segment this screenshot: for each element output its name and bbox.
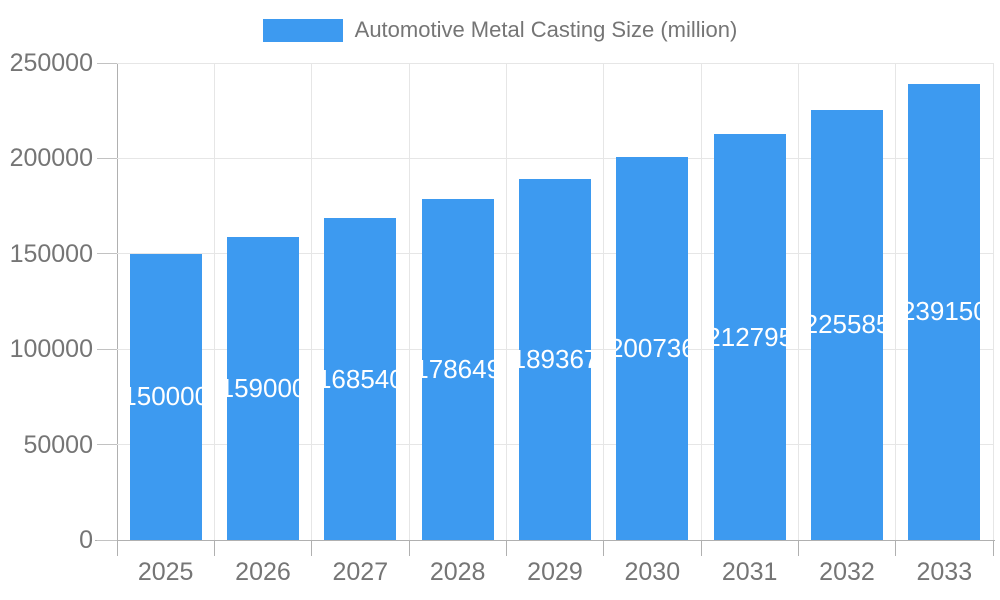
x-gridline bbox=[895, 63, 897, 540]
y-tick bbox=[97, 348, 117, 350]
x-tick bbox=[797, 540, 799, 556]
bar-value-label: 168540 bbox=[324, 363, 396, 394]
y-tick bbox=[97, 157, 117, 159]
legend[interactable]: Automotive Metal Casting Size (million) bbox=[0, 17, 1000, 43]
bar[interactable]: 178649 bbox=[421, 199, 494, 540]
x-axis-label: 2032 bbox=[819, 558, 875, 586]
x-gridline bbox=[603, 63, 605, 540]
plot-area: 0 50000 100000 150000 200000 250000 150000 2025… bbox=[10, 49, 994, 586]
y-tick bbox=[97, 444, 117, 446]
x-gridline bbox=[797, 63, 799, 540]
x-gridline bbox=[311, 63, 313, 540]
x-axis-label: 2025 bbox=[137, 558, 194, 586]
y-gridline bbox=[117, 62, 993, 64]
x-axis-line bbox=[95, 540, 995, 541]
bar-value-label: 178649 bbox=[422, 354, 494, 385]
y-gridline bbox=[117, 157, 993, 159]
x-tick bbox=[700, 540, 702, 556]
bar-value-label: 225585 bbox=[811, 309, 883, 340]
bar[interactable]: 168540 bbox=[324, 218, 397, 540]
y-axis-label: 150000 bbox=[9, 239, 93, 268]
x-tick bbox=[603, 540, 605, 556]
x-axis-label: 2033 bbox=[916, 558, 973, 586]
x-axis-label: 2031 bbox=[721, 558, 778, 586]
y-tick bbox=[97, 253, 117, 255]
bar-value-label: 150000 bbox=[130, 381, 202, 412]
x-gridline bbox=[992, 63, 994, 540]
x-tick bbox=[505, 540, 507, 556]
bar[interactable]: 150000 bbox=[129, 253, 202, 540]
x-tick bbox=[992, 540, 994, 556]
x-gridline bbox=[700, 63, 702, 540]
bar[interactable]: 212795 bbox=[713, 134, 786, 540]
x-tick bbox=[213, 540, 215, 556]
y-axis-label: 100000 bbox=[9, 335, 93, 364]
y-axis-label: 250000 bbox=[9, 49, 93, 77]
bar[interactable]: 225585 bbox=[811, 109, 883, 540]
x-axis-label: 2026 bbox=[235, 558, 291, 586]
bar-value-label: 239150 bbox=[908, 296, 980, 327]
bar[interactable]: 200736 bbox=[616, 157, 689, 540]
bar-value-label: 200736 bbox=[616, 333, 688, 363]
x-axis-label: 2028 bbox=[429, 558, 486, 586]
bar[interactable]: 159000 bbox=[227, 236, 299, 540]
x-gridline bbox=[213, 63, 215, 540]
bar-value-label: 159000 bbox=[227, 372, 299, 403]
y-axis-label: 200000 bbox=[9, 144, 93, 173]
x-axis-label: 2029 bbox=[527, 558, 583, 586]
x-gridline bbox=[505, 63, 507, 540]
bar-value-label: 212795 bbox=[714, 321, 786, 352]
x-tick bbox=[895, 540, 897, 556]
y-tick bbox=[97, 62, 117, 64]
x-tick bbox=[408, 540, 410, 556]
bar[interactable]: 239150 bbox=[908, 83, 981, 540]
x-tick bbox=[116, 540, 118, 556]
x-gridline bbox=[408, 63, 410, 540]
y-axis-label: 0 bbox=[79, 526, 93, 554]
legend-color-swatch bbox=[262, 18, 343, 42]
y-axis-line bbox=[117, 63, 118, 540]
x-axis-label: 2027 bbox=[332, 558, 389, 586]
y-tick bbox=[97, 539, 117, 541]
y-axis-label: 50000 bbox=[23, 430, 93, 459]
legend-series-label: Automotive Metal Casting Size (million) bbox=[354, 17, 738, 42]
bar[interactable]: 189367 bbox=[519, 178, 591, 540]
bar-value-label: 189367 bbox=[519, 343, 591, 374]
x-axis-label: 2030 bbox=[624, 558, 681, 586]
x-tick bbox=[311, 540, 313, 556]
